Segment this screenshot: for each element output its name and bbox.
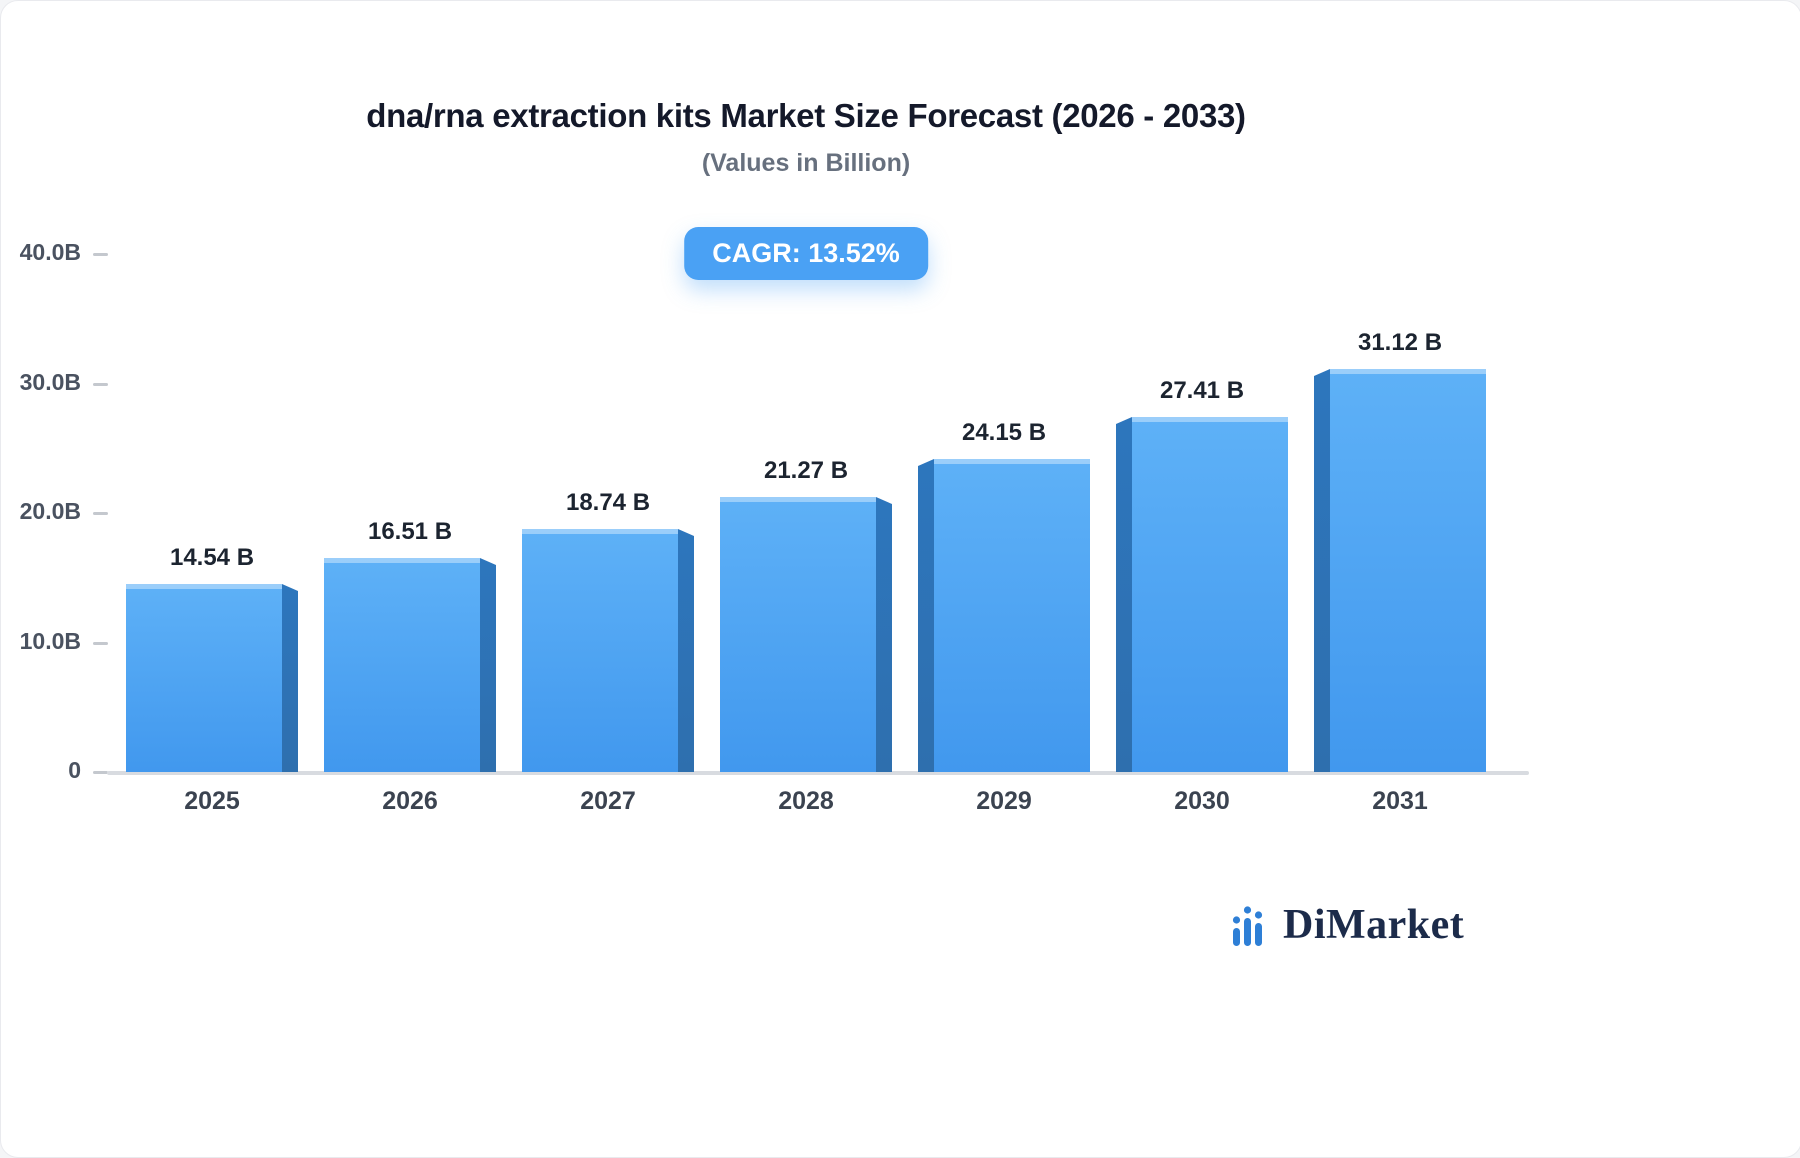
bar-value-label: 18.74 B <box>565 489 651 516</box>
bar-face <box>522 529 678 772</box>
bar <box>126 584 298 772</box>
bar-top-highlight <box>1330 369 1486 374</box>
bar-3d-side <box>480 558 496 772</box>
bar-value-label: 21.27 B <box>763 457 849 484</box>
x-axis-label: 2030 <box>1174 787 1230 815</box>
y-axis-tick-label: 10.0B <box>19 627 81 654</box>
y-axis-tick-label: 0 <box>68 757 81 783</box>
bar-3d-side <box>678 529 694 772</box>
y-axis-tick <box>93 253 108 256</box>
bar-face <box>126 584 282 772</box>
bar-3d-side <box>918 459 934 772</box>
bar-3d-side <box>282 584 298 772</box>
logo-text: DiMarket <box>1283 902 1465 948</box>
bar-face <box>324 558 480 772</box>
y-axis: 40.0B 30.0B 20.0B 10.0B 0 <box>1 239 109 783</box>
plot-area: 14.54 B 16.51 B 18.74 B 21.27 B 24.15 B 27.41… <box>107 254 1529 775</box>
chart-subtitle: (Values in Billion) <box>701 149 911 177</box>
bar <box>1116 417 1288 772</box>
bar-value-label: 16.51 B <box>367 518 453 545</box>
bar-value-label: 14.54 B <box>169 544 255 571</box>
bar <box>918 459 1090 772</box>
logo: DiMarket <box>1226 901 1464 949</box>
bar <box>720 497 892 772</box>
bar <box>324 558 496 772</box>
cagr-badge: CAGR: 13.52% <box>684 227 928 280</box>
bar <box>522 529 694 772</box>
x-axis-line <box>107 771 1529 775</box>
x-axis-label: 2027 <box>580 787 636 815</box>
bar-3d-side <box>876 497 892 772</box>
y-axis-tick-label: 40.0B <box>19 239 81 265</box>
bar-value-label: 24.15 B <box>961 419 1047 446</box>
y-axis-tick <box>93 382 108 386</box>
bar <box>1314 369 1486 772</box>
x-axis-label: 2031 <box>1372 787 1428 815</box>
bar-value-label: 31.12 B <box>1357 329 1443 356</box>
x-axis-label: 2029 <box>976 787 1032 815</box>
chart-title: dna/rna extraction kits Market Size Fore… <box>366 97 1246 134</box>
y-axis-tick-label: 20.0B <box>19 498 81 524</box>
bar-face <box>934 459 1090 772</box>
bar-3d-side <box>1314 369 1330 772</box>
bar-face <box>1330 369 1486 772</box>
x-axis-label: 2028 <box>778 787 834 815</box>
bar-face <box>1132 417 1288 772</box>
x-axis-label: 2026 <box>382 787 438 815</box>
bar-3d-side <box>1116 417 1132 772</box>
bar-chart-icon <box>1232 906 1263 946</box>
bar-top-highlight <box>522 529 678 534</box>
bar-value-label: 27.41 B <box>1159 377 1245 404</box>
bar-top-highlight <box>720 497 876 502</box>
bar-top-highlight <box>1132 417 1288 422</box>
bar-top-highlight <box>324 558 480 563</box>
bar-top-highlight <box>126 584 282 589</box>
y-axis-tick <box>93 512 108 515</box>
x-axis: 2025 2026 2027 2028 2029 2030 2031 <box>111 787 1521 831</box>
bar-top-highlight <box>934 459 1090 464</box>
x-axis-label: 2025 <box>184 787 240 815</box>
bar-face <box>720 497 876 772</box>
y-axis-tick <box>93 641 108 645</box>
y-axis-tick <box>93 771 108 774</box>
y-axis-tick-label: 30.0B <box>19 368 81 395</box>
